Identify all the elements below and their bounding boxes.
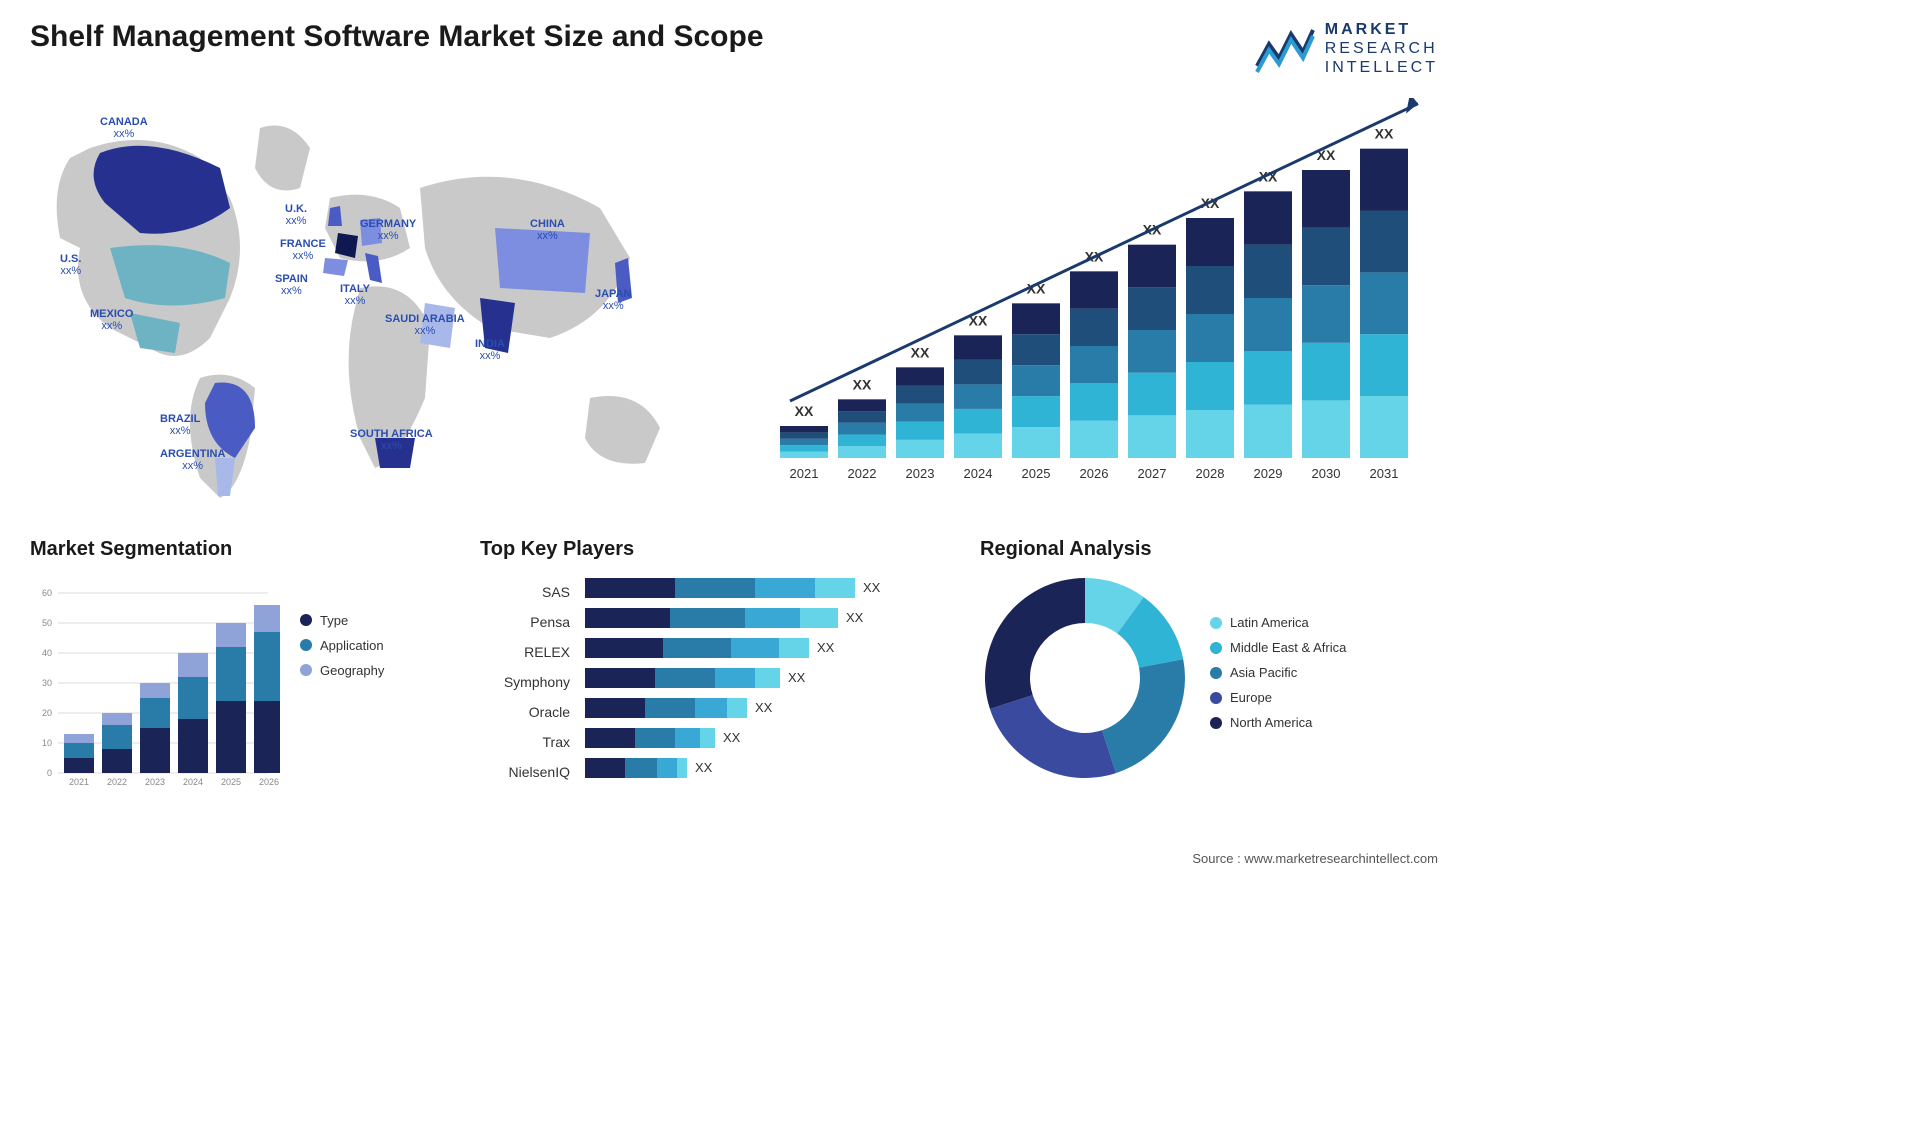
seg-legend-type: Type	[300, 613, 450, 628]
region-legend-middle-east-africa: Middle East & Africa	[1210, 640, 1438, 655]
key-players-labels: SASPensaRELEXSymphonyOracleTraxNielsenIQ	[480, 573, 570, 789]
brand-logo: MARKET RESEARCH INTELLECT	[1255, 20, 1438, 78]
svg-text:30: 30	[42, 678, 52, 688]
map-label-brazil: BRAZILxx%	[160, 413, 200, 437]
map-label-argentina: ARGENTINAxx%	[160, 448, 225, 472]
map-label-france: FRANCExx%	[280, 238, 326, 262]
player-label-oracle: Oracle	[480, 699, 570, 729]
svg-text:XX: XX	[853, 376, 872, 392]
logo-icon	[1255, 24, 1315, 74]
player-label-symphony: Symphony	[480, 669, 570, 699]
map-label-germany: GERMANYxx%	[360, 218, 416, 242]
svg-text:2028: 2028	[1196, 466, 1225, 481]
logo-text: MARKET RESEARCH INTELLECT	[1325, 20, 1438, 78]
player-bar-symphony: XX	[585, 663, 950, 693]
world-map-panel: CANADAxx% U.S.xx% MEXICOxx% BRAZILxx% ARGENT…	[30, 98, 730, 508]
player-label-trax: Trax	[480, 729, 570, 759]
player-label-sas: SAS	[480, 579, 570, 609]
svg-text:2031: 2031	[1370, 466, 1399, 481]
player-label-nielseniq: NielsenIQ	[480, 759, 570, 789]
region-legend-latin-america: Latin America	[1210, 615, 1438, 630]
map-label-spain: SPAINxx%	[275, 273, 308, 297]
segmentation-legend: Type Application Geography	[300, 573, 450, 803]
svg-text:2026: 2026	[1080, 466, 1109, 481]
key-players-title: Top Key Players	[480, 538, 950, 561]
map-label-mexico: MEXICOxx%	[90, 308, 133, 332]
player-label-relex: RELEX	[480, 639, 570, 669]
growth-bar-chart: XX2021XX2022XX2023XX2024XX2025XX2026XX20…	[760, 98, 1440, 498]
regional-title: Regional Analysis	[980, 538, 1438, 561]
player-bar-sas: XX	[585, 573, 950, 603]
regional-donut	[980, 573, 1190, 783]
svg-text:2027: 2027	[1138, 466, 1167, 481]
svg-text:40: 40	[42, 648, 52, 658]
segmentation-panel: Market Segmentation 0 10 20 30 40 50 60 2021 202…	[30, 538, 450, 818]
map-label-canada: CANADAxx%	[100, 116, 148, 140]
map-label-japan: JAPANxx%	[595, 288, 631, 312]
svg-text:2023: 2023	[906, 466, 935, 481]
svg-text:60: 60	[42, 588, 52, 598]
svg-text:2030: 2030	[1312, 466, 1341, 481]
svg-text:XX: XX	[911, 344, 930, 360]
player-bar-oracle: XX	[585, 693, 950, 723]
map-label-u.s.: U.S.xx%	[60, 253, 81, 277]
svg-text:2021: 2021	[69, 777, 89, 787]
svg-text:2024: 2024	[964, 466, 993, 481]
player-bar-trax: XX	[585, 723, 950, 753]
key-players-bars: XXXXXXXXXXXXXX	[585, 573, 950, 789]
region-legend-north-america: North America	[1210, 715, 1438, 730]
svg-text:2023: 2023	[145, 777, 165, 787]
svg-text:2026: 2026	[259, 777, 279, 787]
map-label-italy: ITALYxx%	[340, 283, 370, 307]
source-text: Source : www.marketresearchintellect.com	[1192, 851, 1438, 866]
segmentation-chart: 0 10 20 30 40 50 60 2021 2022 2023 2024 2025 2026	[30, 573, 280, 803]
regional-legend: Latin America Middle East & Africa Asia Pa…	[1210, 615, 1438, 740]
svg-text:2021: 2021	[790, 466, 819, 481]
svg-text:10: 10	[42, 738, 52, 748]
svg-text:50: 50	[42, 618, 52, 628]
region-legend-asia-pacific: Asia Pacific	[1210, 665, 1438, 680]
key-players-panel: Top Key Players SASPensaRELEXSymphonyOra…	[480, 538, 950, 818]
player-bar-nielseniq: XX	[585, 753, 950, 783]
map-label-south-africa: SOUTH AFRICAxx%	[350, 428, 433, 452]
player-bar-pensa: XX	[585, 603, 950, 633]
regional-panel: Regional Analysis Latin America Middle Ea…	[980, 538, 1438, 818]
segmentation-title: Market Segmentation	[30, 538, 450, 561]
svg-text:0: 0	[47, 768, 52, 778]
player-label-pensa: Pensa	[480, 609, 570, 639]
header: Shelf Management Software Market Size an…	[30, 20, 1438, 78]
svg-text:2022: 2022	[848, 466, 877, 481]
svg-text:XX: XX	[795, 403, 814, 419]
svg-text:2024: 2024	[183, 777, 203, 787]
page-title: Shelf Management Software Market Size an…	[30, 20, 764, 54]
seg-legend-application: Application	[300, 638, 450, 653]
svg-text:2025: 2025	[221, 777, 241, 787]
seg-legend-geography: Geography	[300, 663, 450, 678]
map-label-india: INDIAxx%	[475, 338, 505, 362]
map-label-saudi-arabia: SAUDI ARABIAxx%	[385, 313, 465, 337]
svg-text:2029: 2029	[1254, 466, 1283, 481]
svg-text:2025: 2025	[1022, 466, 1051, 481]
svg-text:2022: 2022	[107, 777, 127, 787]
map-label-china: CHINAxx%	[530, 218, 565, 242]
growth-chart-panel: XX2021XX2022XX2023XX2024XX2025XX2026XX20…	[760, 98, 1440, 508]
region-legend-europe: Europe	[1210, 690, 1438, 705]
player-bar-relex: XX	[585, 633, 950, 663]
svg-text:XX: XX	[1375, 125, 1394, 141]
svg-text:20: 20	[42, 708, 52, 718]
map-label-u.k.: U.K.xx%	[285, 203, 307, 227]
